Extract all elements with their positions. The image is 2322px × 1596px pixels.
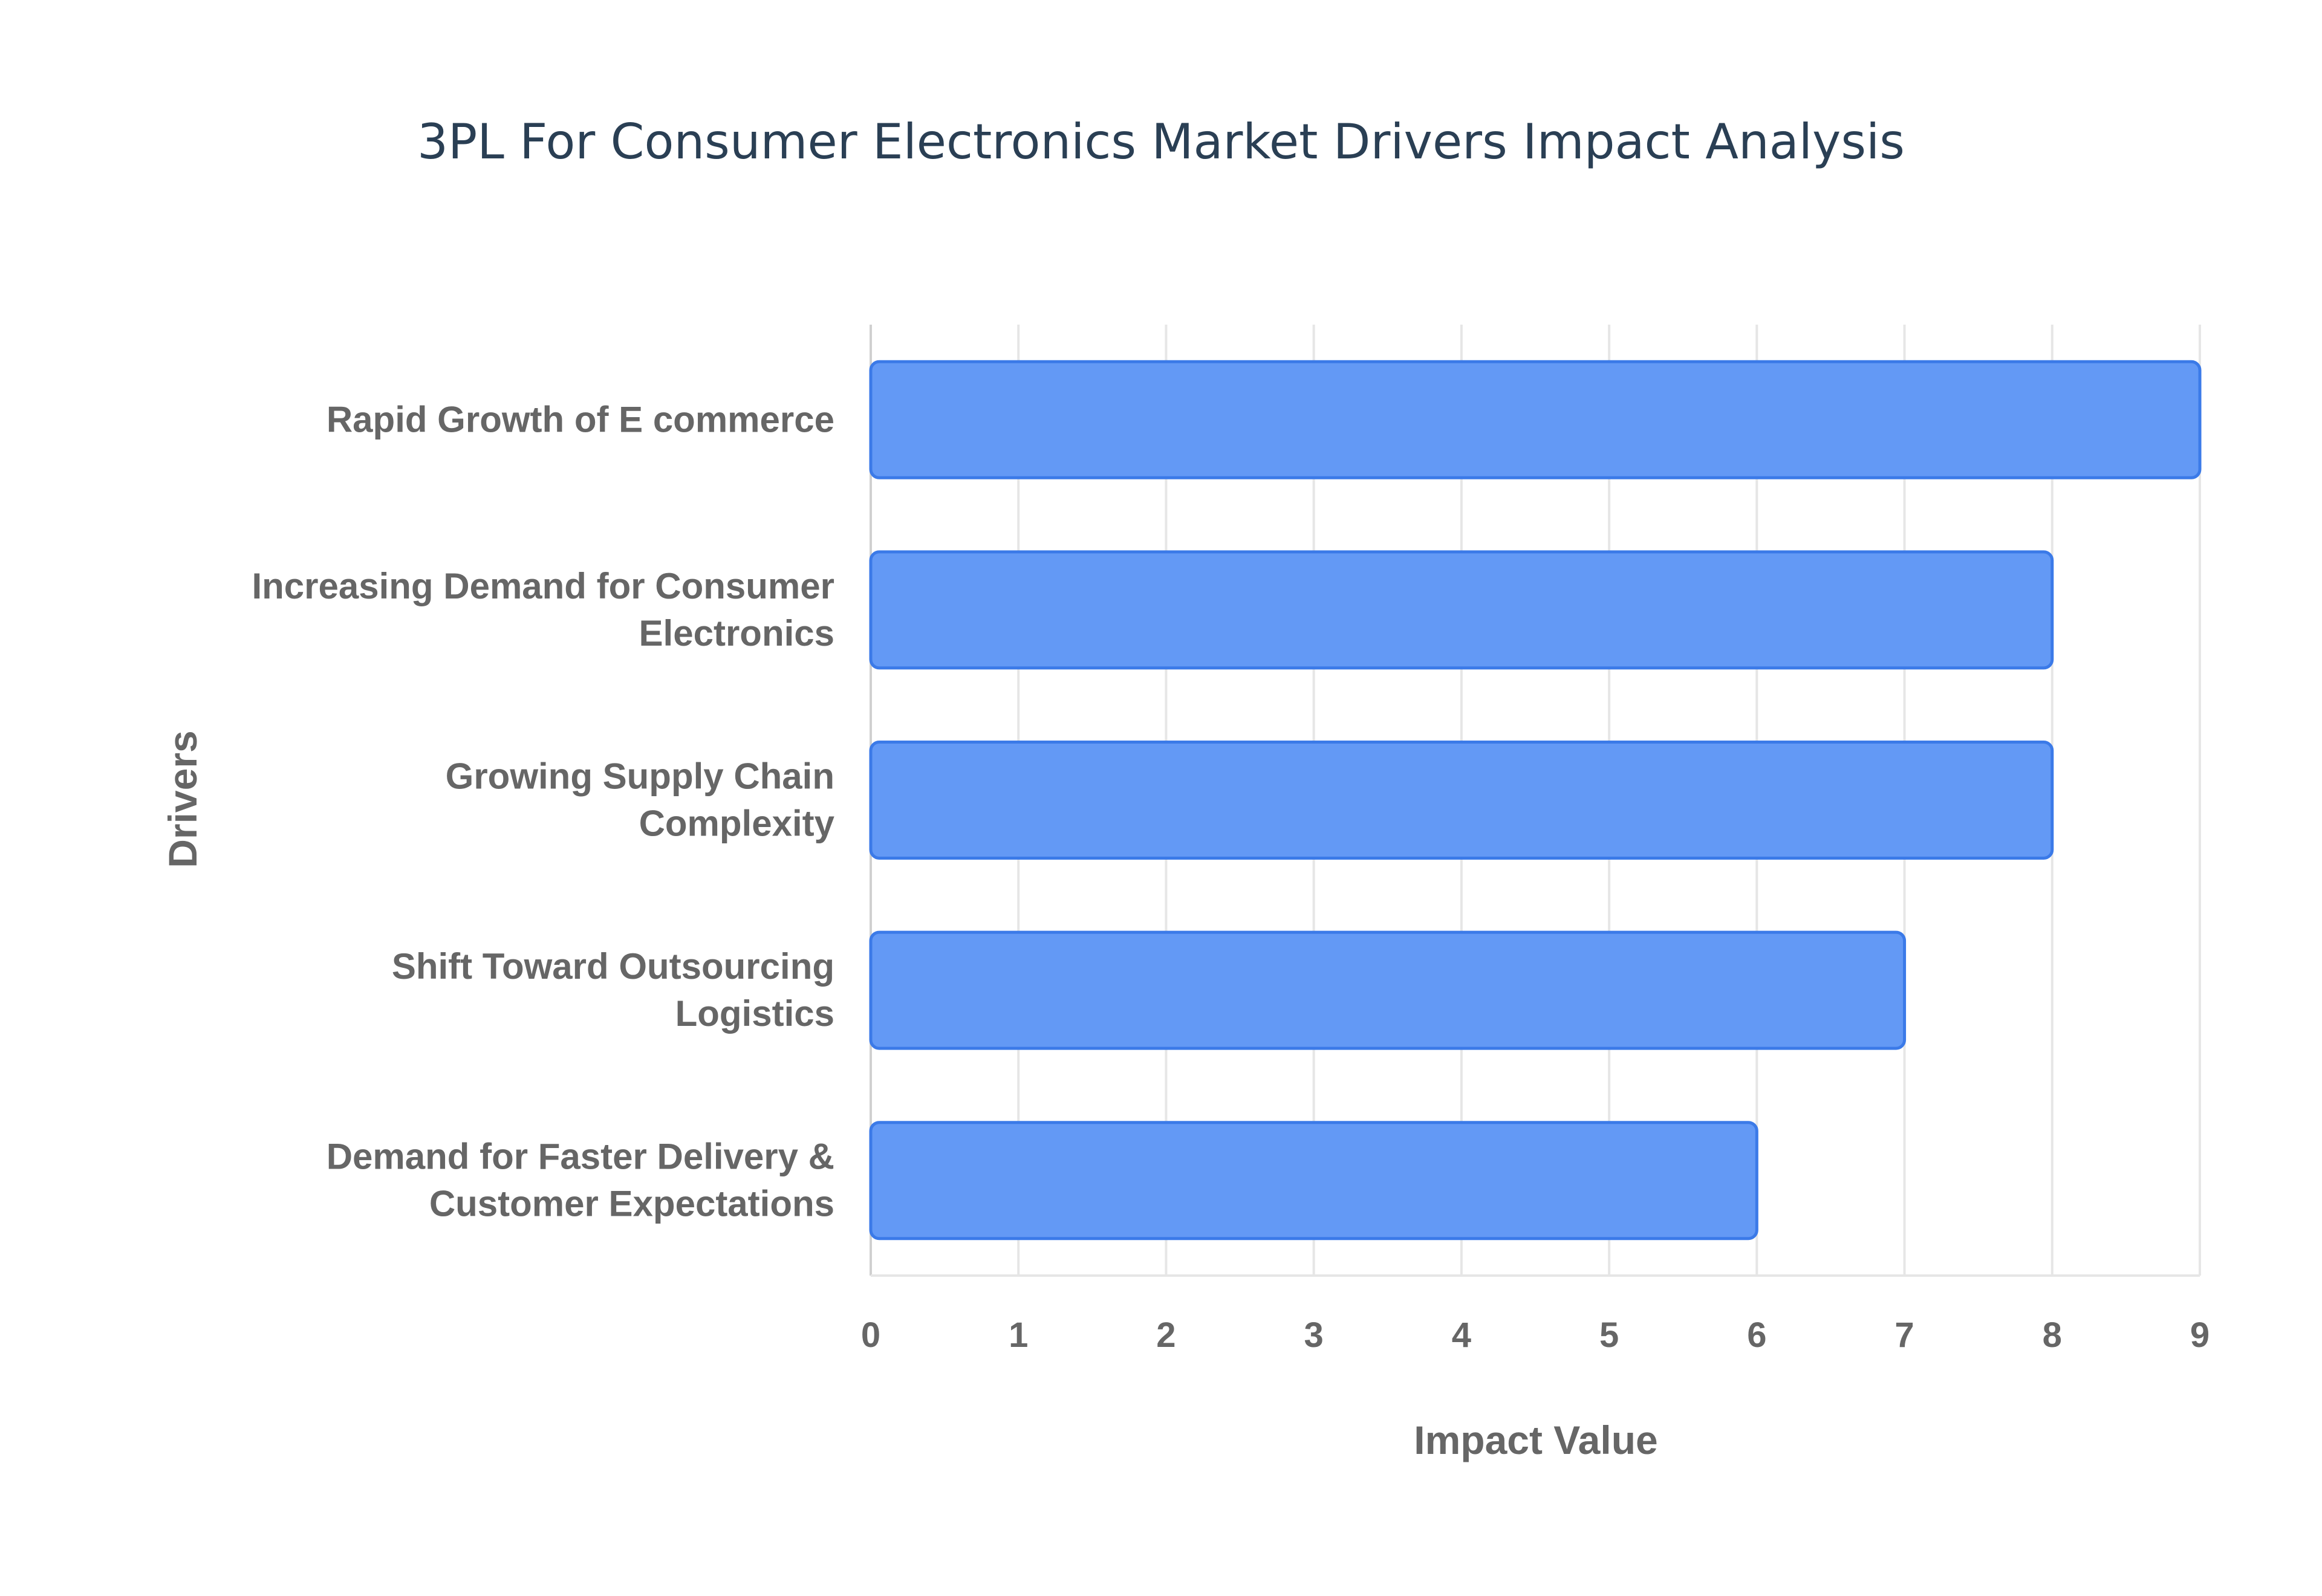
category-label-line: Rapid Growth of E commerce xyxy=(327,399,834,440)
category-label: Rapid Growth of E commerce xyxy=(327,399,834,440)
bar xyxy=(869,741,2054,860)
category-label: Growing Supply Chain Complexity xyxy=(446,756,835,844)
category-label-line: Customer Expectations xyxy=(429,1184,834,1224)
x-tick-label: 9 xyxy=(2190,1315,2210,1355)
x-tick-label: 0 xyxy=(861,1315,880,1355)
x-tick-label: 2 xyxy=(1156,1315,1176,1355)
x-tick-label: 3 xyxy=(1304,1315,1324,1355)
category-label-line: Demand for Faster Delivery & xyxy=(327,1137,834,1177)
bar xyxy=(869,550,2054,670)
category-label-line: Increasing Demand for Consumer xyxy=(252,566,834,606)
category-label-line: Growing Supply Chain xyxy=(446,756,834,797)
x-tick-label: 5 xyxy=(1599,1315,1619,1355)
chart-title: 3PL For Consumer Electronics Market Driv… xyxy=(417,114,1905,170)
category-label-line: Electronics xyxy=(639,613,834,654)
bar xyxy=(869,1121,1758,1241)
y-axis-title: Drivers xyxy=(160,730,205,868)
bar xyxy=(869,360,2202,479)
category-label: Demand for Faster Delivery & Customer Exp… xyxy=(327,1137,834,1224)
x-axis-title: Impact Value xyxy=(1414,1418,1658,1462)
x-tick-labels: 0 1 2 3 4 5 6 7 8 9 xyxy=(861,1315,2210,1355)
bars xyxy=(869,360,2202,1241)
category-label-line: Shift Toward Outsourcing xyxy=(392,946,834,987)
category-label: Shift Toward Outsourcing Logistics xyxy=(392,946,834,1034)
category-labels: Rapid Growth of E commerce Increasing Dem… xyxy=(252,399,834,1224)
x-tick-label: 1 xyxy=(1009,1315,1028,1355)
bar xyxy=(869,930,1907,1050)
category-label-line: Logistics xyxy=(675,993,834,1034)
category-label: Increasing Demand for Consumer Electronic… xyxy=(252,566,834,654)
x-tick-label: 7 xyxy=(1894,1315,1914,1355)
x-tick-label: 6 xyxy=(1747,1315,1766,1355)
x-tick-label: 4 xyxy=(1452,1315,1471,1355)
category-label-line: Complexity xyxy=(639,803,835,844)
x-tick-label: 8 xyxy=(2043,1315,2062,1355)
